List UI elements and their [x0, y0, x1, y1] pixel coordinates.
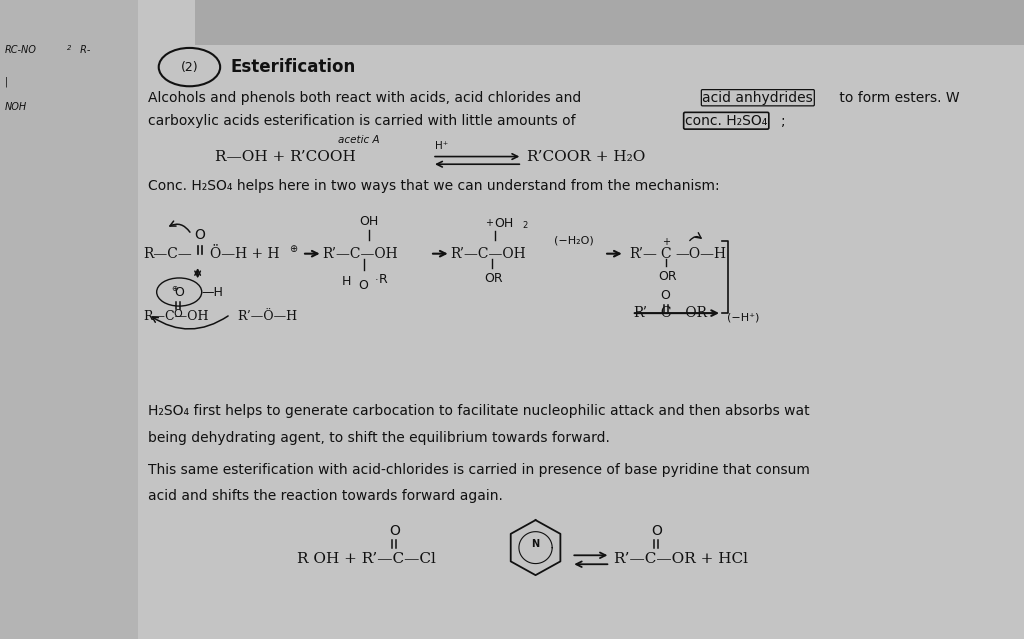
Text: ⊕: ⊕ [289, 244, 297, 254]
Text: acid anhydrides: acid anhydrides [702, 91, 813, 105]
Text: O: O [660, 289, 671, 302]
Text: R OH + R’—C—Cl: R OH + R’—C—Cl [297, 552, 436, 566]
Text: ;: ; [781, 114, 786, 128]
Text: O: O [651, 524, 662, 538]
Text: R’—C—OR: R’—C—OR [633, 306, 707, 320]
Text: RC-NO: RC-NO [5, 45, 37, 55]
Text: R’—C—OH: R’—C—OH [323, 247, 398, 261]
Text: being dehydrating agent, to shift the equilibrium towards forward.: being dehydrating agent, to shift the eq… [148, 431, 610, 445]
Text: Ö—H + H: Ö—H + H [210, 247, 280, 261]
Text: —O—H: —O—H [676, 247, 727, 261]
Text: R’—C—OR + HCl: R’—C—OR + HCl [614, 552, 749, 566]
Text: carboxylic acids esterification is carried with little amounts of: carboxylic acids esterification is carri… [148, 114, 581, 128]
Text: R’—Ö—H: R’—Ö—H [230, 310, 298, 323]
Text: ·: · [375, 275, 379, 285]
Text: Esterification: Esterification [230, 58, 355, 76]
Text: R—C—: R—C— [143, 247, 193, 261]
Text: ⊕: ⊕ [171, 284, 177, 293]
Text: R—C—OH: R—C—OH [143, 310, 209, 323]
Text: (2): (2) [180, 61, 199, 73]
Text: O: O [174, 286, 184, 298]
Text: OH: OH [495, 217, 514, 230]
FancyBboxPatch shape [195, 0, 1024, 45]
Text: acetic A: acetic A [338, 135, 380, 146]
Text: —H: —H [202, 286, 223, 298]
Text: H⁺: H⁺ [435, 141, 449, 151]
Text: O: O [195, 227, 205, 242]
FancyBboxPatch shape [0, 0, 138, 639]
Text: O: O [358, 279, 369, 292]
Text: R—OH + R’COOH: R—OH + R’COOH [215, 150, 355, 164]
Text: +: + [485, 218, 494, 228]
Text: OH: OH [359, 215, 378, 228]
Text: conc. H₂SO₄: conc. H₂SO₄ [685, 114, 767, 128]
Text: 2: 2 [67, 45, 71, 50]
Text: Alcohols and phenols both react with acids, acid chlorides and: Alcohols and phenols both react with aci… [148, 91, 586, 105]
Text: O: O [389, 524, 399, 538]
Text: |: | [5, 77, 8, 87]
Text: H: H [341, 275, 351, 288]
Text: +: + [662, 237, 670, 247]
Text: R: R [379, 273, 388, 286]
Text: H₂SO₄ first helps to generate carbocation to facilitate nucleophilic attack and : H₂SO₄ first helps to generate carbocatio… [148, 404, 810, 418]
Text: O: O [174, 309, 182, 319]
Text: Conc. H₂SO₄ helps here in two ways that we can understand from the mechanism:: Conc. H₂SO₄ helps here in two ways that … [148, 179, 720, 193]
Text: NOH: NOH [5, 102, 28, 112]
Text: R’—C—OH: R’—C—OH [451, 247, 526, 261]
Text: acid and shifts the reaction towards forward again.: acid and shifts the reaction towards for… [148, 489, 504, 504]
Text: R-: R- [77, 45, 90, 55]
Text: (−H₂O): (−H₂O) [554, 236, 593, 246]
Text: 2: 2 [522, 221, 527, 230]
Text: C: C [660, 247, 671, 261]
Text: R’COOR + H₂O: R’COOR + H₂O [527, 150, 646, 164]
Text: (−H⁺): (−H⁺) [727, 312, 760, 323]
Text: N: N [531, 539, 540, 549]
Text: to form esters. W: to form esters. W [835, 91, 959, 105]
Text: R’—: R’— [630, 247, 657, 261]
Text: OR: OR [484, 272, 503, 284]
Text: This same esterification with acid-chlorides is carried in presence of base pyri: This same esterification with acid-chlor… [148, 463, 810, 477]
Text: OR: OR [658, 270, 677, 282]
